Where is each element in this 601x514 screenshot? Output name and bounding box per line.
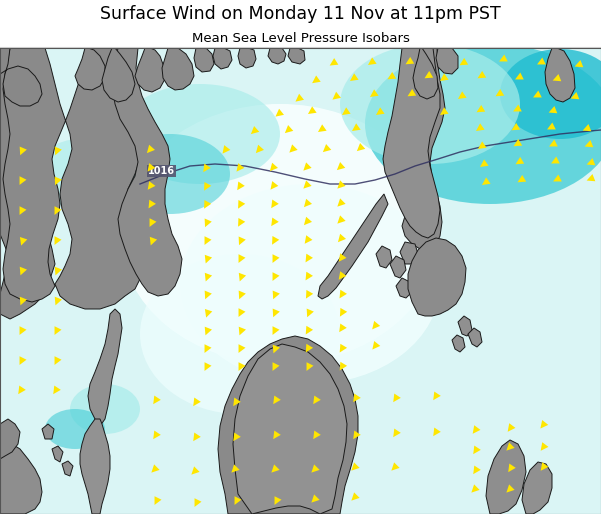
Polygon shape	[400, 242, 418, 264]
Polygon shape	[413, 48, 438, 99]
Polygon shape	[88, 309, 122, 426]
Polygon shape	[0, 48, 58, 319]
Polygon shape	[194, 48, 214, 72]
Polygon shape	[52, 446, 63, 462]
Polygon shape	[0, 48, 42, 106]
Polygon shape	[393, 48, 445, 251]
Polygon shape	[75, 48, 105, 90]
Polygon shape	[458, 316, 472, 336]
Polygon shape	[410, 272, 426, 294]
Polygon shape	[112, 48, 182, 296]
Polygon shape	[426, 266, 442, 288]
Polygon shape	[0, 419, 20, 459]
Polygon shape	[288, 48, 305, 64]
Text: Mean Sea Level Pressure Isobars: Mean Sea Level Pressure Isobars	[192, 32, 409, 45]
Ellipse shape	[110, 134, 230, 214]
Polygon shape	[396, 278, 412, 298]
Polygon shape	[486, 440, 526, 514]
Polygon shape	[102, 48, 135, 102]
Ellipse shape	[70, 384, 140, 434]
Ellipse shape	[180, 184, 440, 384]
Polygon shape	[383, 48, 440, 238]
Polygon shape	[42, 424, 54, 439]
Polygon shape	[162, 48, 194, 90]
Polygon shape	[414, 254, 430, 276]
Polygon shape	[80, 419, 110, 514]
Polygon shape	[268, 48, 286, 64]
Polygon shape	[376, 246, 392, 268]
Ellipse shape	[120, 84, 280, 184]
Polygon shape	[62, 461, 73, 476]
Ellipse shape	[45, 409, 105, 449]
Polygon shape	[135, 48, 165, 92]
Ellipse shape	[35, 139, 125, 209]
Polygon shape	[452, 335, 465, 352]
Polygon shape	[522, 462, 552, 514]
Polygon shape	[0, 48, 142, 309]
Text: 1016: 1016	[148, 166, 175, 176]
Polygon shape	[468, 328, 482, 347]
Polygon shape	[438, 278, 452, 299]
Ellipse shape	[340, 44, 520, 164]
Polygon shape	[0, 444, 42, 514]
Polygon shape	[233, 344, 347, 514]
Text: Surface Wind on Monday 11 Nov at 11pm PST: Surface Wind on Monday 11 Nov at 11pm PS…	[100, 6, 501, 24]
Ellipse shape	[365, 44, 601, 204]
Polygon shape	[390, 256, 406, 278]
Polygon shape	[436, 48, 458, 74]
Polygon shape	[318, 194, 388, 299]
Polygon shape	[218, 336, 358, 514]
Ellipse shape	[500, 49, 601, 139]
Polygon shape	[408, 238, 466, 316]
Polygon shape	[238, 48, 256, 68]
Ellipse shape	[140, 254, 340, 414]
Ellipse shape	[120, 104, 440, 364]
Polygon shape	[545, 48, 575, 102]
Polygon shape	[213, 48, 232, 69]
